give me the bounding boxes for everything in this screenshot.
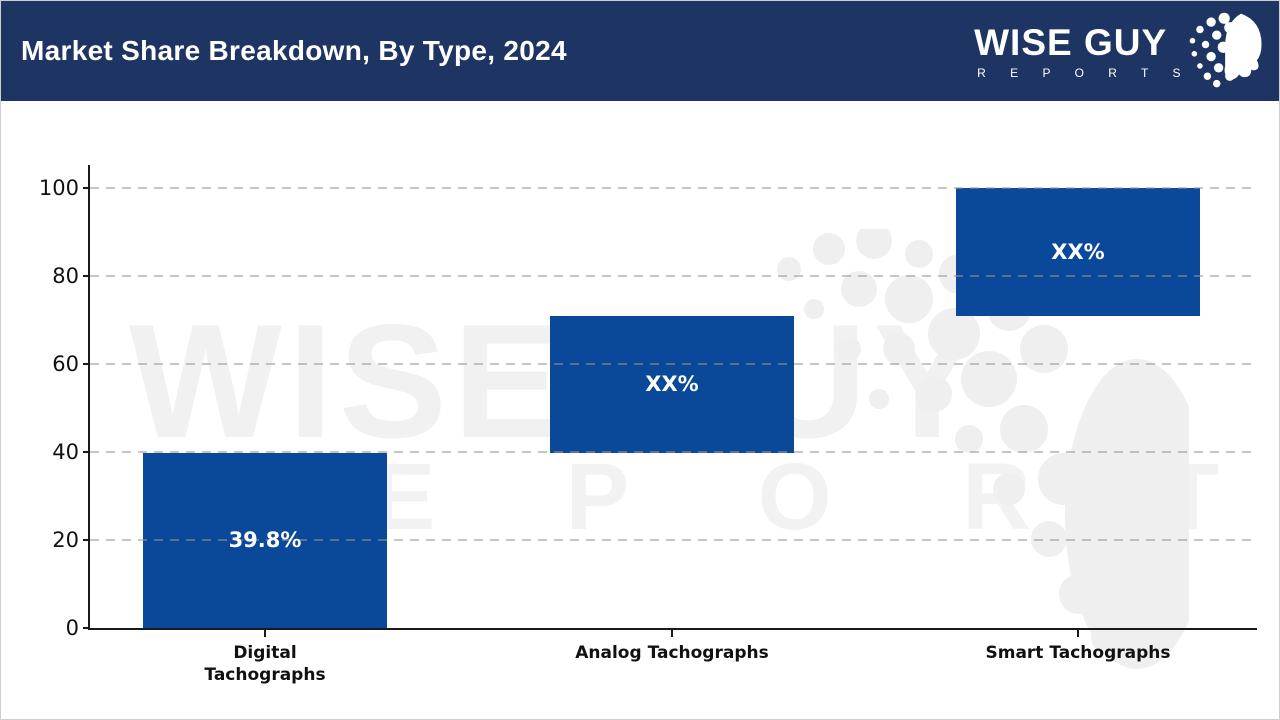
bar-value-label: XX% <box>1051 239 1105 264</box>
gridline <box>90 539 1256 541</box>
watermark-face-icon <box>777 229 1189 669</box>
y-tick-label: 80 <box>52 264 79 288</box>
gridline <box>90 187 1256 189</box>
x-category-label: Digital Tachographs <box>204 643 326 685</box>
x-axis-line <box>88 628 1257 630</box>
logo-brand-text: WISE GUY <box>974 21 1168 63</box>
y-tick <box>83 187 90 189</box>
y-tick <box>83 627 90 629</box>
y-tick <box>83 363 90 365</box>
gridline <box>90 451 1256 453</box>
wiseguy-logo: WISE GUY R E P O R T S <box>974 7 1269 95</box>
logo-text: WISE GUY R E P O R T S <box>974 21 1191 80</box>
y-tick-label: 60 <box>52 352 79 376</box>
gridline <box>90 275 1256 277</box>
header: Market Share Breakdown, By Type, 2024 WI… <box>1 1 1279 101</box>
y-tick-label: 20 <box>52 528 79 552</box>
y-tick-label: 40 <box>52 440 79 464</box>
bar <box>956 188 1200 316</box>
y-tick-label: 100 <box>38 176 79 200</box>
y-axis-line <box>88 165 90 630</box>
x-tick <box>1077 630 1079 637</box>
bar-value-label: 39.8% <box>228 528 302 553</box>
gridline <box>90 363 1256 365</box>
x-category-label: Smart Tachographs <box>985 643 1171 663</box>
logo-reports-text: R E P O R T S <box>977 65 1191 80</box>
x-tick <box>671 630 673 637</box>
bar <box>550 315 794 453</box>
x-tick <box>264 630 266 637</box>
y-tick <box>83 539 90 541</box>
y-tick-label: 0 <box>65 616 79 640</box>
logo-face-icon <box>1189 12 1262 88</box>
x-category-label: Analog Tachographs <box>575 643 769 663</box>
page-title: Market Share Breakdown, By Type, 2024 <box>21 35 567 66</box>
y-tick <box>83 451 90 453</box>
bar-value-label: XX% <box>645 372 699 397</box>
y-tick <box>83 275 90 277</box>
